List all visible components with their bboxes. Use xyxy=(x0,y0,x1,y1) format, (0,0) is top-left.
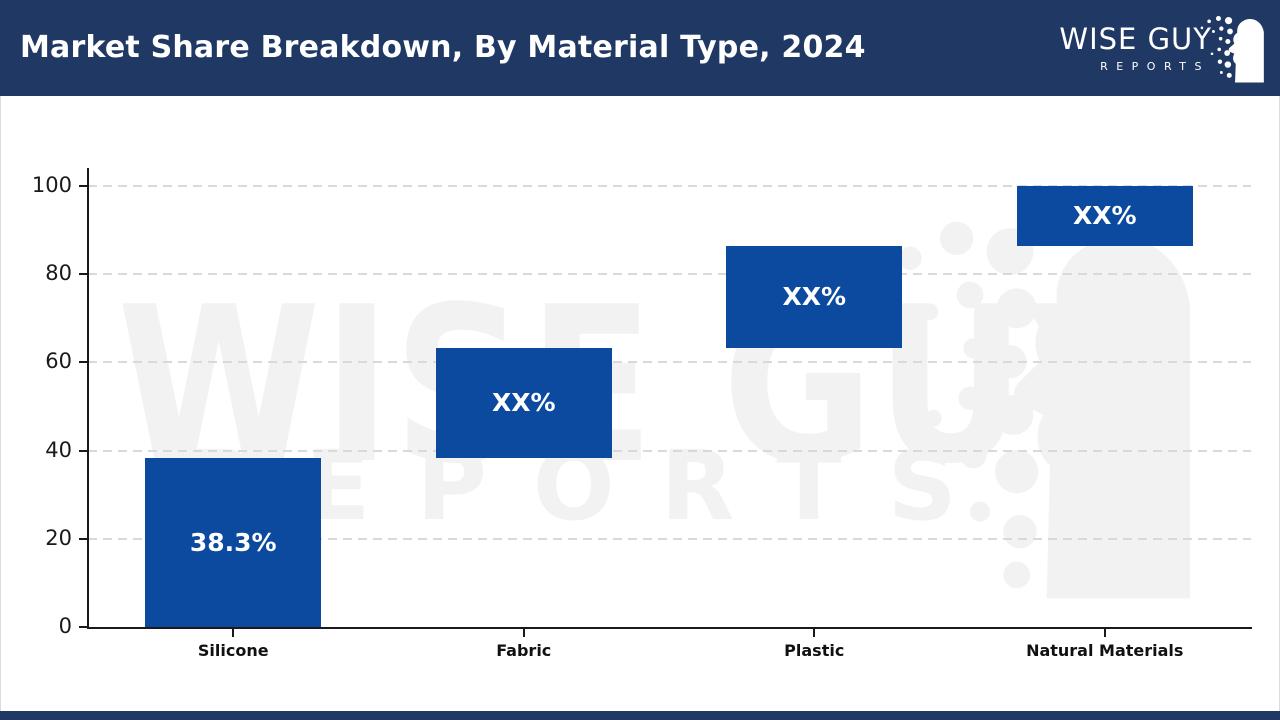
bar-silicone: 38.3% xyxy=(145,458,322,627)
logo-subtitle: REPORTS xyxy=(1100,60,1210,73)
wiseguy-logo: WISE GUY REPORTS xyxy=(1032,0,1264,96)
x-tick-label-3: Natural Materials xyxy=(1026,641,1184,660)
x-tick-label-0: Silicone xyxy=(197,641,269,660)
y-tick-60 xyxy=(79,361,87,364)
y-tick-label-0: 0 xyxy=(58,614,72,638)
x-axis-line xyxy=(87,627,1252,629)
bar-value-label: XX% xyxy=(1072,201,1137,231)
logo-wordmark: WISE GUY xyxy=(1059,22,1212,56)
y-tick-label-20: 20 xyxy=(45,525,72,550)
footer-bar xyxy=(0,711,1280,720)
x-tick-label-1: Fabric xyxy=(496,641,552,660)
gridline-40 xyxy=(88,449,1251,452)
page-title: Market Share Breakdown, By Material Type… xyxy=(20,30,866,65)
bar-fabric: XX% xyxy=(435,347,612,459)
y-tick-80 xyxy=(79,273,87,276)
y-tick-label-60: 60 xyxy=(45,349,72,374)
x-tick-3 xyxy=(1103,629,1106,637)
gridline-100 xyxy=(88,185,1251,187)
header: Market Share Breakdown, By Material Type… xyxy=(0,0,1280,96)
y-tick-label-100: 100 xyxy=(31,173,72,197)
bar-natural-materials: XX% xyxy=(1016,186,1193,246)
gridline-60 xyxy=(88,361,1251,364)
bar-plastic: XX% xyxy=(726,245,903,348)
x-tick-0 xyxy=(232,629,235,637)
y-tick-100 xyxy=(79,185,87,187)
y-axis-line xyxy=(87,168,89,629)
x-tick-label-2: Plastic xyxy=(784,641,845,660)
y-tick-label-80: 80 xyxy=(45,261,72,286)
bar-value-label: 38.3% xyxy=(189,528,277,558)
y-tick-40 xyxy=(79,449,87,452)
y-tick-label-40: 40 xyxy=(45,437,72,462)
x-tick-1 xyxy=(522,629,525,637)
bar-value-label: XX% xyxy=(491,388,556,418)
gridline-20 xyxy=(88,537,1251,540)
y-tick-20 xyxy=(79,537,87,540)
watermark-head-icon xyxy=(898,221,1190,599)
wiseguy-head-icon xyxy=(1200,15,1264,83)
gridline-80 xyxy=(88,273,1251,276)
x-tick-2 xyxy=(813,629,816,637)
bar-value-label: XX% xyxy=(782,282,847,312)
watermark-wordmark: WISE GUY xyxy=(116,260,1164,511)
y-tick-0 xyxy=(79,626,87,628)
